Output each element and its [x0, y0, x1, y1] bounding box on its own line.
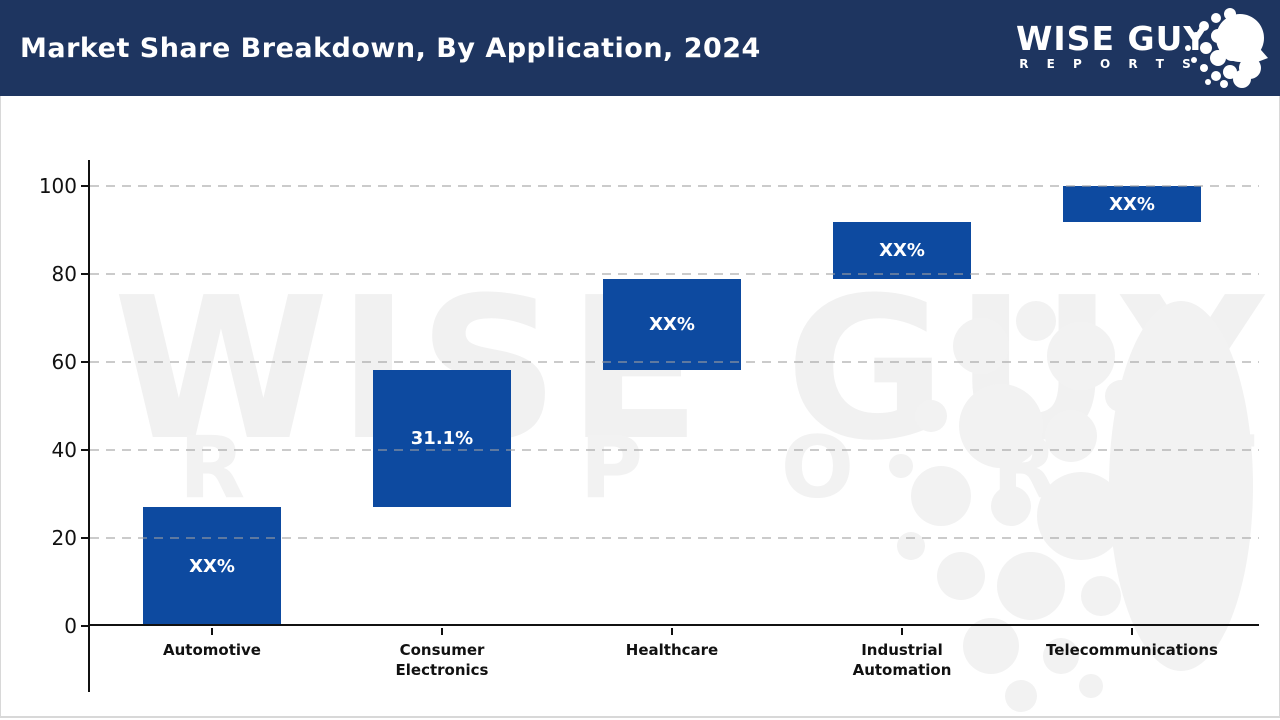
y-tick-mark — [81, 537, 88, 539]
brand-logo: WISE GUY R E P O R T S — [1016, 8, 1268, 88]
bar-value-label: XX% — [879, 239, 925, 261]
bar-value-label: XX% — [1109, 193, 1155, 215]
x-axis-spine — [88, 624, 1259, 626]
y-tick-label: 100 — [38, 174, 77, 198]
grid-line — [90, 537, 1259, 539]
x-category-label: Industrial Automation — [852, 641, 952, 679]
grid-line — [90, 361, 1259, 363]
brand-logo-text: WISE GUY R E P O R T S — [1016, 19, 1209, 72]
bar: XX% — [143, 507, 281, 626]
x-tick-mark — [901, 628, 903, 635]
face-profile-icon — [1185, 8, 1268, 88]
bar-value-label: XX% — [649, 314, 695, 336]
chart-card: WISE GUY R E P O R T S 020406080100XX%31… — [0, 96, 1280, 718]
y-tick-label: 0 — [64, 614, 77, 638]
y-tick-mark — [81, 361, 88, 363]
y-tick-mark — [81, 273, 88, 275]
y-tick-label: 80 — [51, 262, 77, 286]
y-tick-mark — [81, 449, 88, 451]
bar: XX% — [603, 278, 741, 371]
x-tick-mark — [671, 628, 673, 635]
y-tick-label: 40 — [51, 438, 77, 462]
x-category-label: Telecommunications — [1046, 641, 1218, 659]
x-category-label: Healthcare — [625, 641, 719, 659]
brand-subname: R E P O R T S — [1019, 57, 1198, 71]
bar-value-label: 31.1% — [410, 428, 474, 450]
grid-line — [90, 449, 1259, 451]
bar: XX% — [833, 222, 971, 279]
grid-line — [90, 185, 1259, 187]
header-bar: Market Share Breakdown, By Application, … — [0, 0, 1280, 96]
y-tick-mark — [81, 625, 88, 627]
page-title: Market Share Breakdown, By Application, … — [20, 32, 761, 64]
grid-line — [90, 273, 1259, 275]
x-category-label: Consumer Electronics — [395, 641, 489, 679]
x-tick-mark — [441, 628, 443, 635]
brand-name: WISE GUY — [1016, 19, 1209, 58]
y-tick-label: 60 — [51, 350, 77, 374]
bar: XX% — [1063, 186, 1201, 223]
y-axis-spine — [88, 160, 90, 692]
y-tick-label: 20 — [51, 526, 77, 550]
y-tick-mark — [81, 185, 88, 187]
x-category-label: Automotive — [163, 641, 261, 659]
bar: 31.1% — [373, 370, 511, 508]
bar-value-label: XX% — [189, 556, 235, 578]
x-tick-mark — [211, 628, 213, 635]
x-tick-mark — [1131, 628, 1133, 635]
